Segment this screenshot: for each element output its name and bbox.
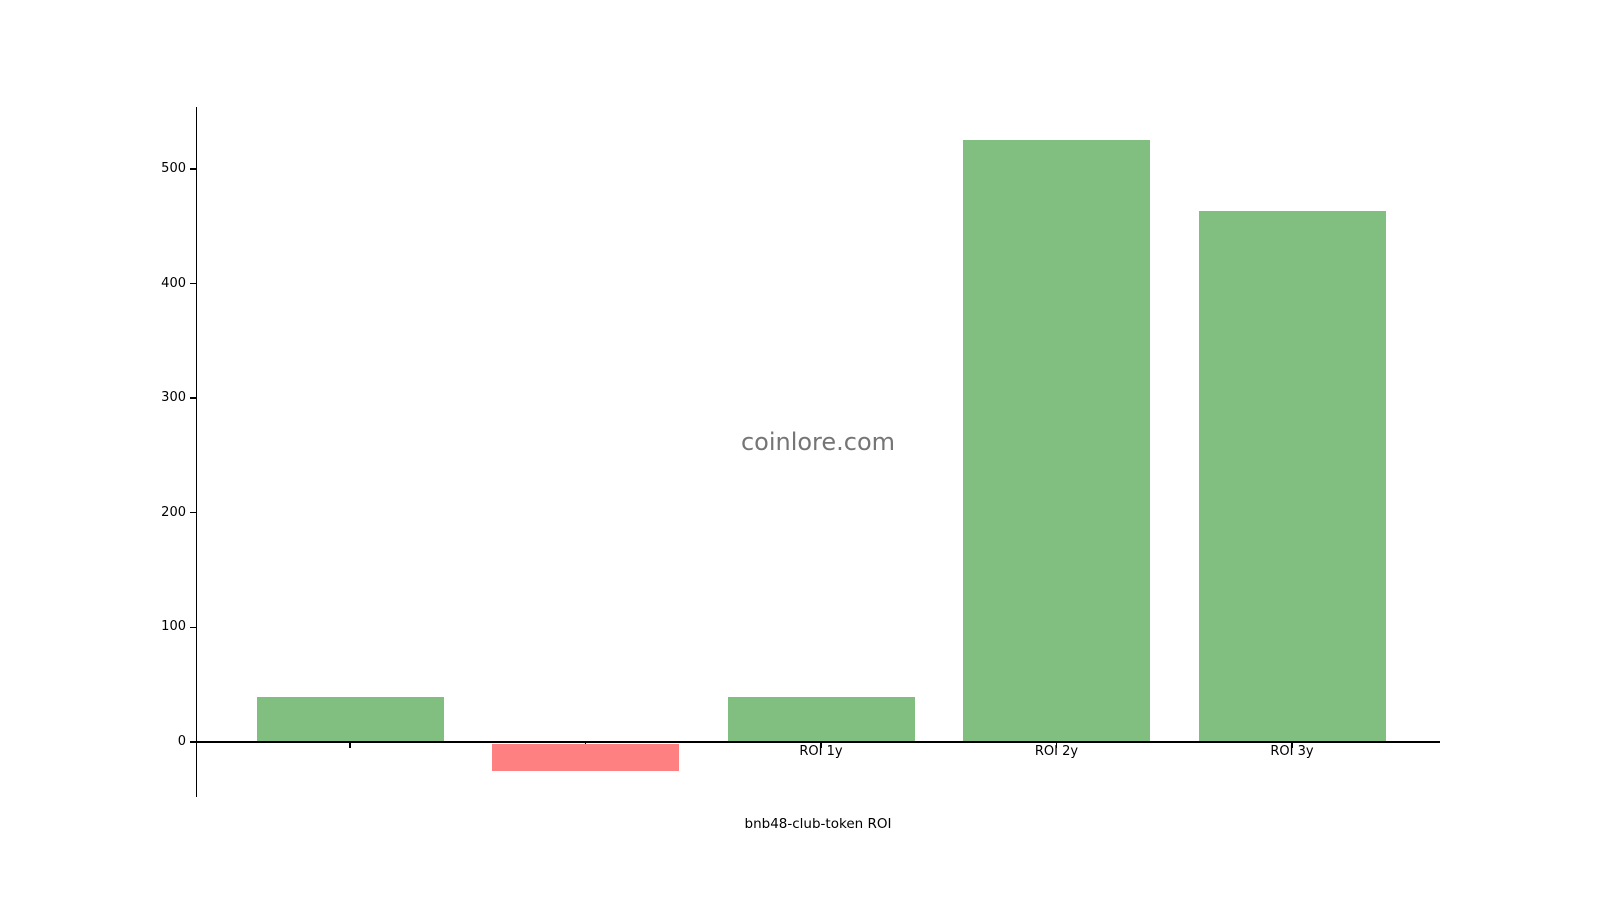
y-tick-label: 200 (161, 504, 186, 520)
y-tick-label: 500 (161, 160, 186, 176)
y-tick-mark (190, 741, 196, 743)
roi-bar-2 (492, 743, 679, 771)
y-axis-spine (195, 107, 198, 797)
roi-bar-5 (1198, 210, 1386, 742)
x-tick-mark (349, 742, 351, 748)
chart-title: bnb48-club-token ROI (744, 816, 892, 832)
y-tick-label: 300 (161, 390, 186, 406)
x-tick-label: ROI 3y (1270, 744, 1314, 759)
roi-bar-3 (727, 696, 915, 742)
x-tick-mark (1291, 742, 1293, 748)
y-tick-mark (190, 282, 196, 285)
y-tick-mark (190, 397, 196, 399)
y-tick-mark (190, 626, 196, 629)
y-tick-mark (190, 512, 196, 514)
x-axis-line (195, 741, 1440, 743)
roi-bar-4 (963, 139, 1150, 742)
x-tick-label: ROI 2y (1034, 744, 1079, 759)
y-tick-label: 400 (161, 275, 186, 291)
roi-bar-1 (256, 696, 444, 742)
x-tick-label: ROI 1y (799, 744, 843, 759)
watermark-text: coinlore.com (740, 428, 896, 456)
y-tick-mark (190, 168, 196, 170)
y-tick-label: 100 (161, 619, 186, 635)
y-tick-label: 0 (177, 734, 186, 749)
x-tick-mark (820, 742, 822, 748)
x-tick-mark (1055, 742, 1058, 748)
